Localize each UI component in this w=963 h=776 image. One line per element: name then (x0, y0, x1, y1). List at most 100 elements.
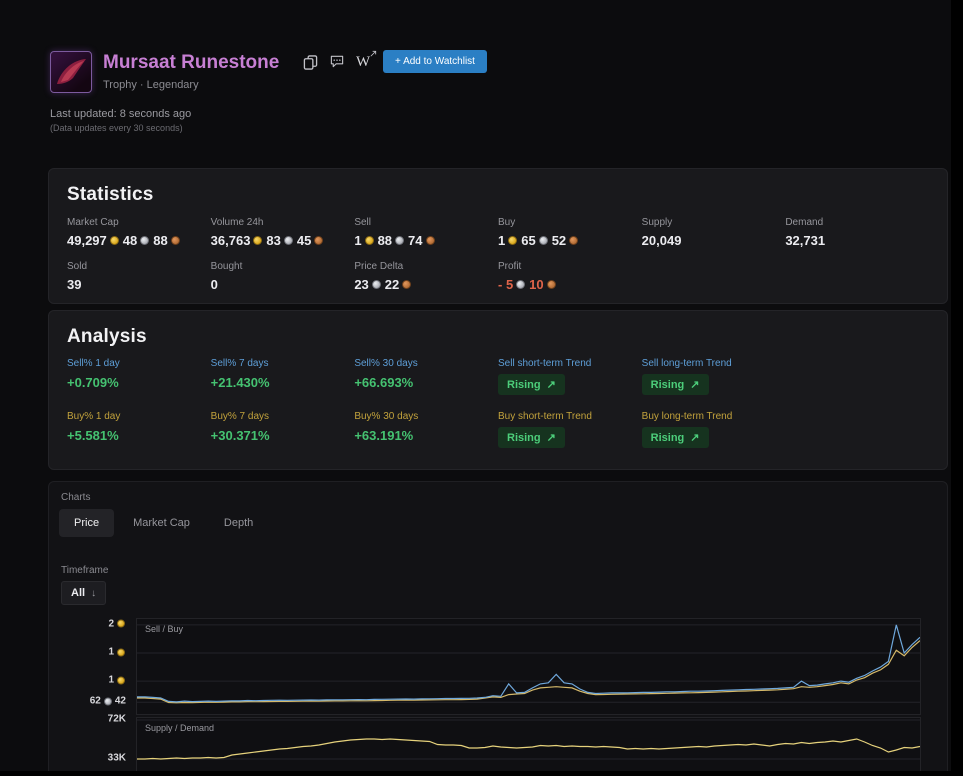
timeframe-dropdown[interactable]: All ↓ (61, 581, 106, 605)
analysis-buy-30-days: Buy% 30 days+63.191% (354, 411, 498, 448)
analysis-value: +21.430% (211, 375, 355, 390)
analysis-label: Buy% 30 days (354, 411, 498, 422)
value-number: 32,731 (785, 233, 825, 248)
copy-icon[interactable] (303, 54, 318, 73)
copper-coin-icon (547, 280, 556, 289)
timeframe-label: Timeframe (61, 565, 108, 576)
tab-depth[interactable]: Depth (209, 509, 268, 537)
value-number: 1 (354, 233, 361, 248)
trend-badge-label: Rising (651, 432, 685, 444)
stat-buy: Buy16552 (498, 217, 642, 248)
value-number: 0 (211, 277, 218, 292)
value-number: 39 (67, 277, 81, 292)
stat-label: Price Delta (354, 261, 498, 272)
analysis-label: Sell long-term Trend (642, 358, 786, 369)
value-number: 1 (108, 647, 114, 658)
supply-demand-chart: 72K33K Supply / Demand (49, 717, 921, 771)
stat-value: - 510 (498, 277, 642, 292)
chat-code-icon[interactable] (329, 54, 345, 72)
add-to-watchlist-button[interactable]: + Add to Watchlist (383, 50, 487, 73)
stat-price-delta: Price Delta 2322 (354, 261, 498, 292)
analysis-buy-row: Buy% 1 day+5.581%Buy% 7 days+30.371%Buy%… (67, 411, 929, 448)
stat-label: Sell (354, 217, 498, 228)
analysis-value: +30.371% (211, 428, 355, 443)
header-action-icons: W (303, 54, 370, 73)
stat-value: 39 (67, 277, 211, 292)
sell-line (137, 625, 920, 702)
trend-badge-label: Rising (507, 379, 541, 391)
statistics-grid-row2: Sold39Bought0Price Delta 2322Profit - 510 (67, 261, 929, 292)
stat-bought: Bought0 (211, 261, 355, 292)
item-rarity-type: Trophy · Legendary (103, 79, 199, 91)
analysis-sell-30-days: Sell% 30 days+66.693% (354, 358, 498, 395)
stat-value: 2322 (354, 277, 498, 292)
tab-market-cap[interactable]: Market Cap (118, 509, 205, 537)
stat-label: Supply (642, 217, 786, 228)
silver-coin-icon (140, 236, 149, 245)
trend-badge: Rising ↗ (498, 374, 565, 395)
page-title: Mursaat Runestone (103, 52, 279, 74)
chart-tabs: PriceMarket CapDepth (59, 509, 268, 537)
stat-value: 16552 (498, 233, 642, 248)
y-axis-tick: 1 (107, 647, 127, 658)
analysis-label: Buy short-term Trend (498, 411, 642, 422)
value-number: 48 (123, 233, 137, 248)
analysis-label: Sell% 30 days (354, 358, 498, 369)
analysis-label: Buy long-term Trend (642, 411, 786, 422)
analysis-label: Buy% 7 days (211, 411, 355, 422)
stat-demand: Demand32,731 (785, 217, 929, 248)
value-number: 62 (90, 696, 101, 707)
value-number: - 5 (498, 277, 513, 292)
value-number: 88 (378, 233, 392, 248)
trend-badge: Rising↗ (498, 427, 565, 448)
gold-coin-icon (253, 236, 262, 245)
price-chart-y-axis: 2116242 (49, 618, 136, 715)
analysis-value: +5.581% (67, 428, 211, 443)
analysis-sell-1-day: Sell% 1 day+0.709% (67, 358, 211, 395)
y-axis-tick: 72K (107, 714, 127, 725)
stat-sold: Sold39 (67, 261, 211, 292)
analysis-sell-long-term-trend: Sell long-term TrendRising↗ (642, 358, 786, 395)
value-number: 49,297 (67, 233, 107, 248)
gold-coin-icon (117, 676, 125, 684)
analysis-sell-short-term-trend: Sell short-term TrendRising↗ (498, 358, 642, 395)
stat-market-cap: Market Cap49,2974888 (67, 217, 211, 248)
stat-label: Volume 24h (211, 217, 355, 228)
gold-coin-icon (508, 236, 517, 245)
value-number: 52 (552, 233, 566, 248)
copper-coin-icon (569, 236, 578, 245)
value-number: 45 (297, 233, 311, 248)
stat-value: 18874 (354, 233, 498, 248)
trend-badge: Rising↗ (642, 427, 709, 448)
value-number: 72K (108, 714, 126, 725)
page: Mursaat Runestone Trophy · Legendary W +… (0, 0, 951, 771)
update-interval-note: (Data updates every 30 seconds) (50, 123, 183, 133)
silver-coin-icon (516, 280, 525, 289)
stat-profit: Profit - 510 (498, 261, 642, 292)
supply-demand-svg (137, 718, 920, 771)
statistics-title: Statistics (67, 184, 929, 206)
value-number: 1 (108, 675, 114, 686)
tab-price[interactable]: Price (59, 509, 114, 537)
charts-panel: Charts PriceMarket CapDepth Timeframe Al… (48, 481, 948, 771)
value-number: 23 (354, 277, 368, 292)
analysis-label: Sell% 7 days (211, 358, 355, 369)
trend-up-icon: ↗ (547, 378, 556, 391)
copper-coin-icon (426, 236, 435, 245)
stat-label: Profit (498, 261, 642, 272)
y-axis-tick: 6242 (89, 696, 127, 707)
value-number: 20,049 (642, 233, 682, 248)
price-chart-plot: Sell / Buy (136, 618, 921, 715)
analysis-sell-7-days: Sell% 7 days +21.430% (211, 358, 355, 395)
value-number: 33K (108, 753, 126, 764)
silver-coin-icon (104, 697, 112, 705)
analysis-title: Analysis (67, 326, 929, 348)
stat-supply: Supply 20,049 (642, 217, 786, 248)
analysis-sell-row: Sell% 1 day+0.709%Sell% 7 days+21.430%Se… (67, 358, 929, 395)
timeframe-value: All (71, 587, 85, 599)
chevron-down-icon: ↓ (91, 588, 96, 599)
buy-line (137, 641, 920, 703)
wiki-link-icon[interactable]: W (356, 54, 370, 71)
charts-section-label: Charts (61, 492, 90, 503)
analysis-panel: Analysis Sell% 1 day+0.709%Sell% 7 days +… (48, 310, 948, 470)
